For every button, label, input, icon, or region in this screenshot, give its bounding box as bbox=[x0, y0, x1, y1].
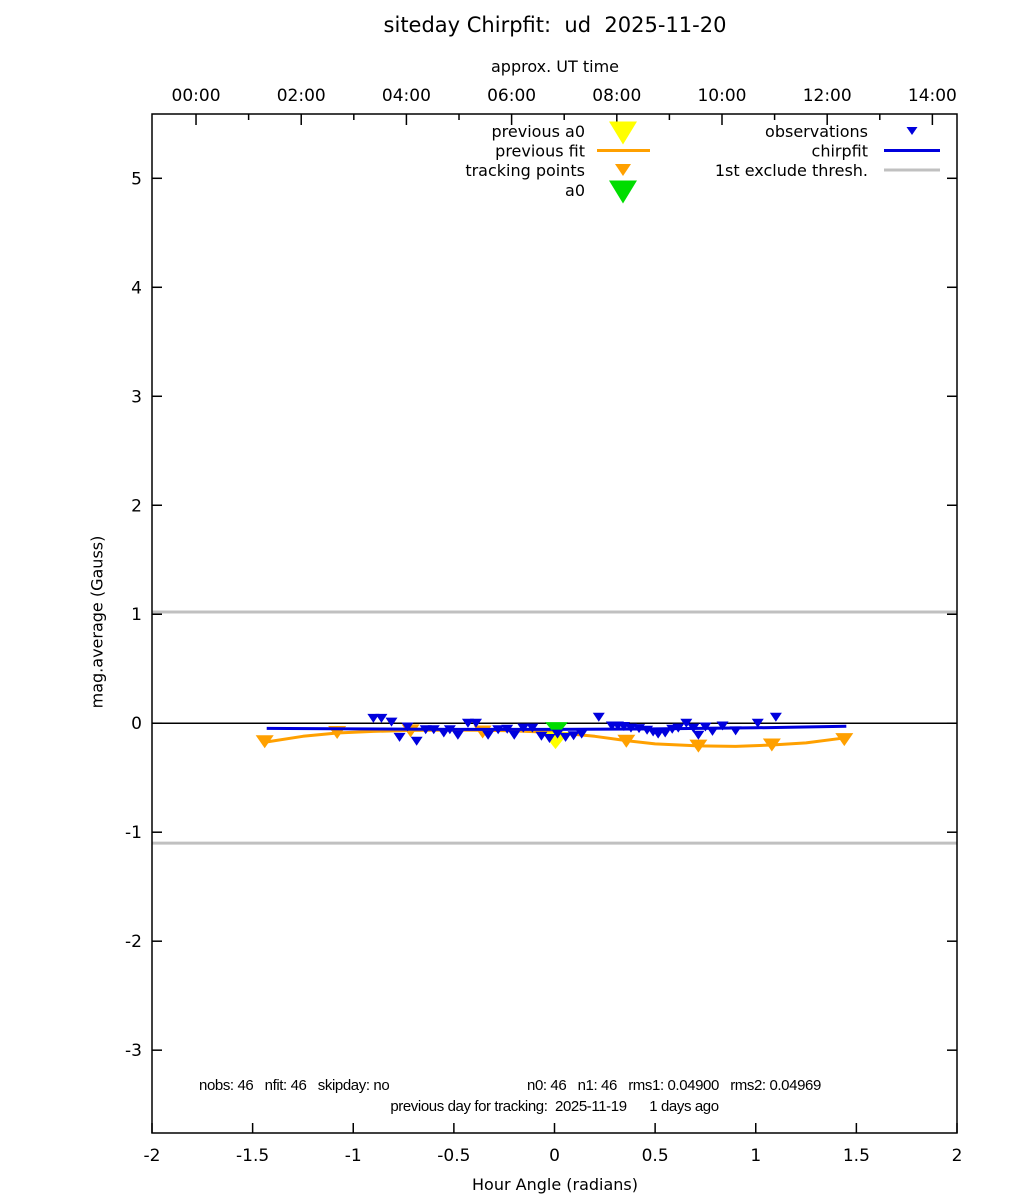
legend-label: 1st exclude thresh. bbox=[715, 161, 868, 180]
observation-marker bbox=[706, 726, 719, 736]
ut-tick-label: 12:00 bbox=[803, 86, 852, 106]
observation-marker bbox=[385, 717, 398, 727]
tracking-marker bbox=[835, 733, 854, 747]
legend-label: a0 bbox=[565, 181, 585, 200]
ut-tick-label: 02:00 bbox=[277, 86, 326, 106]
observation-marker bbox=[517, 723, 530, 733]
chart-title: siteday Chirpfit: ud 2025-11-20 bbox=[383, 13, 727, 37]
observation-marker bbox=[624, 723, 637, 733]
legend-label: chirpfit bbox=[812, 142, 868, 161]
observation-marker bbox=[699, 722, 712, 732]
y-tick-label: 1 bbox=[131, 605, 142, 625]
observation-marker bbox=[508, 730, 521, 740]
x-tick-label: 2 bbox=[952, 1146, 963, 1166]
legend-triangle-marker bbox=[609, 180, 637, 204]
y-tick-label: 4 bbox=[131, 278, 142, 298]
plot-border bbox=[151, 113, 958, 1134]
observation-marker bbox=[470, 718, 483, 728]
legend-label: previous fit bbox=[495, 142, 585, 161]
x-tick-label: 0 bbox=[549, 1146, 560, 1166]
ut-tick-label: 08:00 bbox=[592, 86, 641, 106]
observation-marker bbox=[482, 730, 495, 740]
tracking-marker bbox=[689, 739, 708, 753]
y-tick-label: 5 bbox=[131, 169, 142, 189]
ut-tick-label: 14:00 bbox=[908, 86, 957, 106]
observation-marker bbox=[419, 725, 432, 735]
y-tick-label: 2 bbox=[131, 496, 142, 516]
ut-tick-label: 06:00 bbox=[487, 86, 536, 106]
y-tick-label: -2 bbox=[125, 932, 142, 952]
observation-marker bbox=[751, 718, 764, 728]
observation-marker bbox=[437, 728, 450, 738]
legend-label: observations bbox=[765, 122, 868, 141]
observation-marker bbox=[716, 721, 729, 731]
observation-marker bbox=[401, 722, 414, 732]
tracking-marker bbox=[617, 734, 636, 748]
observation-marker bbox=[427, 725, 440, 735]
y-tick-label: 0 bbox=[131, 714, 142, 734]
observation-marker bbox=[680, 718, 693, 728]
observation-marker bbox=[687, 723, 700, 733]
observation-marker bbox=[592, 712, 605, 722]
observation-marker bbox=[559, 732, 572, 742]
ut-tick-label: 10:00 bbox=[697, 86, 746, 106]
observation-marker bbox=[461, 718, 474, 728]
x-tick-label: 1 bbox=[750, 1146, 761, 1166]
legend-triangle-marker bbox=[615, 164, 631, 176]
observation-marker bbox=[443, 725, 456, 735]
y-tick-label: -1 bbox=[125, 823, 142, 843]
x-axis-label: Hour Angle (radians) bbox=[472, 1175, 638, 1194]
legend-label: previous a0 bbox=[492, 122, 585, 141]
stats-line-1-left: nobs: 46 nfit: 46 skipday: no bbox=[199, 1077, 390, 1094]
y-tick-label: -3 bbox=[125, 1041, 142, 1061]
observation-marker bbox=[567, 731, 580, 741]
x-tick-label: -1.5 bbox=[236, 1146, 269, 1166]
x-tick-label: 0.5 bbox=[642, 1146, 669, 1166]
observation-marker bbox=[575, 729, 588, 739]
tracking-marker bbox=[255, 735, 274, 749]
stats-line-1-right: n0: 46 n1: 46 rms1: 0.04900 rms2: 0.0496… bbox=[527, 1077, 821, 1094]
x-tick-label: 1.5 bbox=[843, 1146, 870, 1166]
observation-marker bbox=[501, 724, 514, 734]
observation-marker bbox=[652, 729, 665, 739]
observation-marker bbox=[375, 713, 388, 723]
observation-marker bbox=[551, 729, 564, 739]
observation-marker bbox=[526, 723, 539, 733]
ut-tick-label: 04:00 bbox=[382, 86, 431, 106]
observation-marker bbox=[543, 733, 556, 743]
observation-marker bbox=[451, 730, 464, 740]
x-tick-label: -0.5 bbox=[437, 1146, 470, 1166]
ut-tick-label: 00:00 bbox=[172, 86, 221, 106]
observation-marker bbox=[672, 723, 685, 733]
legend-triangle-marker bbox=[609, 121, 637, 145]
observation-marker bbox=[410, 736, 423, 746]
observation-marker bbox=[769, 712, 782, 722]
legend-triangle-marker bbox=[906, 127, 918, 135]
observation-marker bbox=[692, 730, 705, 740]
observation-marker bbox=[659, 728, 672, 738]
observation-marker bbox=[393, 732, 406, 742]
a0-marker bbox=[545, 722, 569, 737]
x-tick-label: -1 bbox=[345, 1146, 362, 1166]
x-tick-label: -2 bbox=[144, 1146, 161, 1166]
observation-marker bbox=[367, 713, 380, 723]
y-tick-label: 3 bbox=[131, 387, 142, 407]
legend-label: tracking points bbox=[465, 161, 585, 180]
tracking-marker bbox=[762, 738, 781, 752]
stats-line-2: previous day for tracking: 2025-11-19 1 … bbox=[390, 1098, 719, 1115]
observation-marker bbox=[492, 725, 505, 735]
observation-marker bbox=[729, 726, 742, 736]
ut-time-axis-label: approx. UT time bbox=[491, 57, 619, 76]
